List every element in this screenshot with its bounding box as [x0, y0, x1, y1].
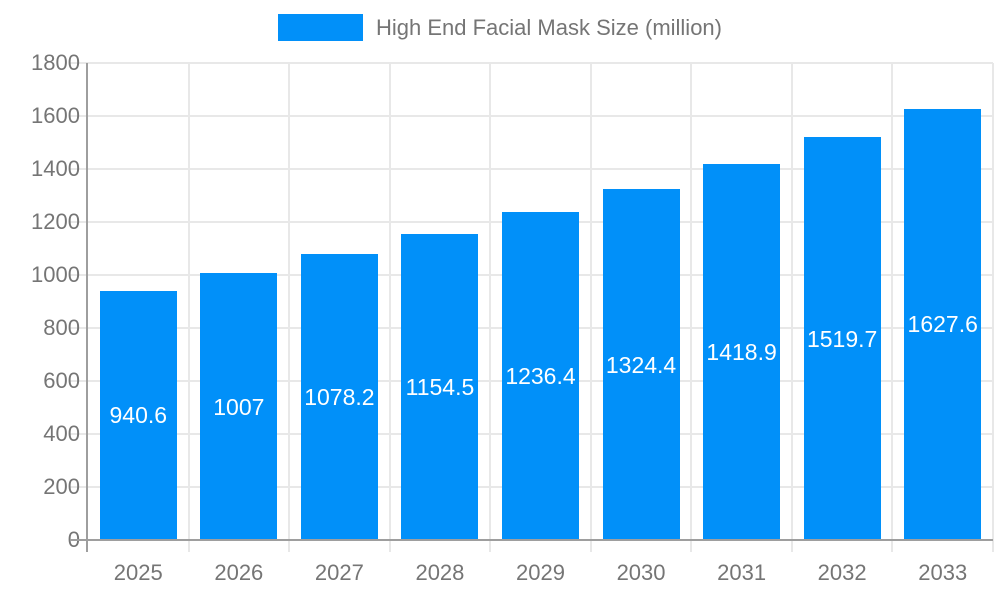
x-gridline	[891, 63, 894, 552]
bar-2033[interactable]	[904, 108, 982, 539]
x-axis-tick-label: 2031	[717, 560, 767, 585]
y-axis-tick-label: 1800	[31, 50, 80, 75]
y-axis-line	[86, 63, 88, 552]
x-axis-tick-label: 2030	[616, 560, 666, 585]
bar-2029[interactable]	[502, 212, 579, 539]
y-axis-tick-label: 1200	[31, 209, 80, 234]
y-axis-tick-label: 1600	[31, 103, 80, 128]
x-axis-tick-label: 2028	[415, 560, 465, 585]
bar-2031[interactable]	[703, 163, 781, 539]
bar-2027[interactable]	[300, 254, 378, 539]
x-gridline	[388, 63, 391, 552]
legend[interactable]: High End Facial Mask Size (million)	[278, 14, 722, 41]
x-axis-tick-label: 2033	[918, 560, 968, 585]
x-axis-tick-label: 2026	[214, 560, 264, 585]
y-gridline	[70, 168, 993, 170]
y-axis-tick-label: 800	[43, 315, 80, 340]
bar-2032[interactable]	[803, 137, 881, 539]
bar-2026[interactable]	[200, 273, 278, 539]
legend-swatch	[278, 14, 363, 41]
legend-label: High End Facial Mask Size (million)	[376, 14, 722, 40]
x-axis-line	[70, 539, 993, 541]
x-axis-tick-label: 2027	[314, 560, 364, 585]
x-axis-tick-label: 2029	[516, 560, 565, 585]
x-gridline	[589, 63, 592, 552]
y-axis-tick-label: 1400	[31, 156, 80, 181]
y-gridline	[70, 62, 993, 64]
x-gridline	[992, 63, 994, 552]
y-axis-tick-label: 600	[43, 368, 80, 393]
x-gridline	[288, 63, 291, 552]
bar-2025[interactable]	[99, 290, 177, 539]
y-axis-tick-label: 200	[43, 474, 80, 499]
bar-2028[interactable]	[401, 234, 479, 539]
y-axis-tick-label: 1000	[31, 262, 80, 287]
y-axis-tick-label: 400	[43, 421, 80, 446]
x-gridline	[690, 63, 693, 552]
y-axis-tick-label: 0	[67, 527, 80, 552]
x-axis-tick-label: 2032	[817, 560, 867, 585]
x-gridline	[489, 63, 492, 552]
x-axis-tick-label: 2025	[113, 560, 163, 585]
y-gridline	[70, 115, 993, 117]
bar-2030[interactable]	[602, 189, 680, 539]
x-gridline	[790, 63, 793, 552]
x-gridline	[187, 63, 190, 552]
